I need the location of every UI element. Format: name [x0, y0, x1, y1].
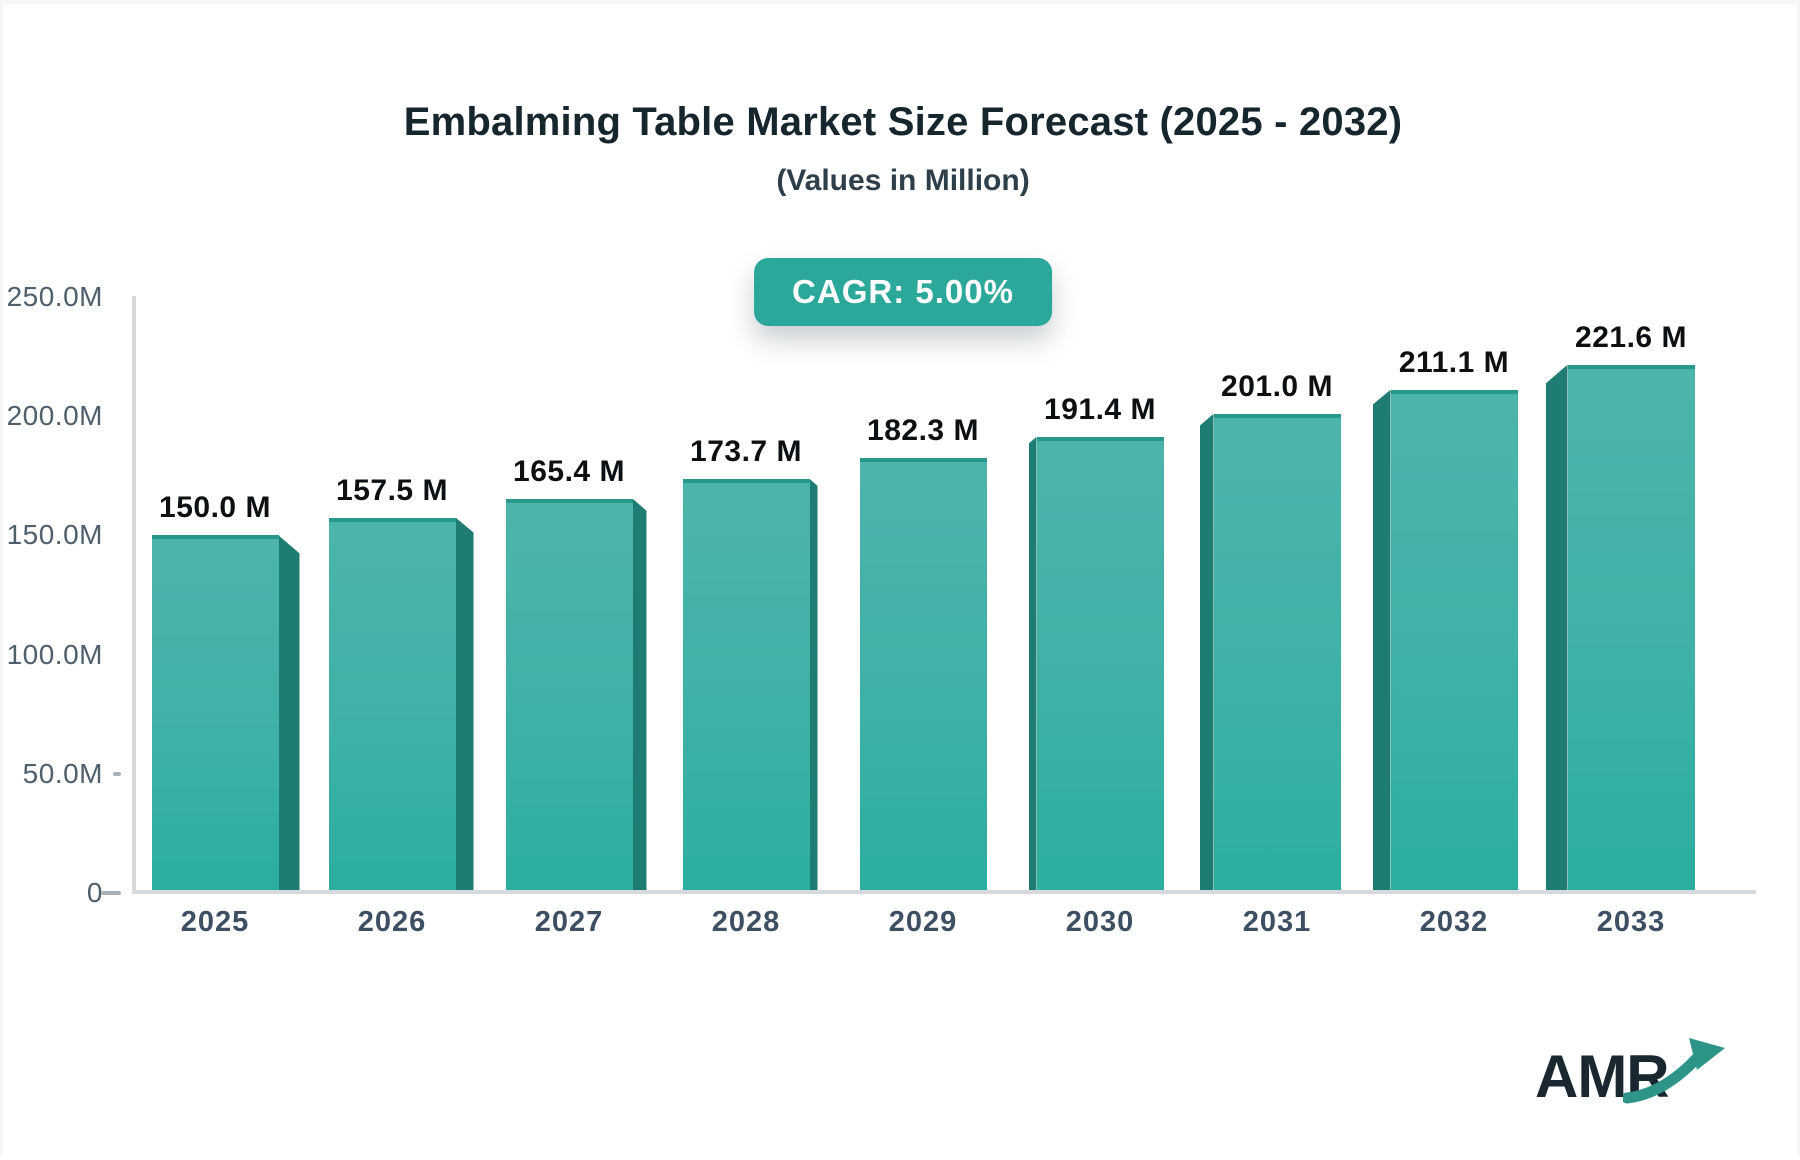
x-axis-tick-label: 2030	[1065, 906, 1135, 938]
bar-2027-side-face	[632, 498, 647, 893]
bar-value-label: 211.1 M	[1398, 345, 1510, 379]
bar-2027[interactable]	[505, 498, 633, 893]
x-axis-tick-label: 2026	[357, 906, 427, 938]
bar-2030[interactable]	[1036, 436, 1164, 893]
bar-value-label: 191.4 M	[1044, 392, 1156, 426]
y-axis-tick-mark	[113, 771, 121, 776]
x-axis-tick-label: 2032	[1419, 906, 1489, 938]
y-axis-tick-label: 50.0M	[22, 757, 103, 789]
bar-2033-side-face	[1545, 364, 1568, 893]
brand-logo: AMR	[1535, 1036, 1725, 1131]
x-axis-tick-label: 2027	[534, 906, 604, 938]
y-axis-tick-label: 0	[86, 877, 103, 908]
y-axis-tick-label: 250.0M	[6, 281, 103, 312]
x-axis-tick-label: 2031	[1242, 906, 1312, 938]
bar-2030-side-face	[1028, 436, 1037, 893]
y-axis-line	[132, 296, 136, 893]
bar-2028-side-face	[809, 478, 818, 893]
bar-2025[interactable]	[151, 535, 279, 893]
bar-value-label: 201.0 M	[1221, 369, 1333, 403]
bar-value-label: 150.0 M	[159, 491, 271, 525]
bar-2026-side-face	[455, 517, 474, 893]
x-axis-tick-label: 2029	[888, 906, 958, 938]
bar-2028[interactable]	[682, 478, 810, 893]
y-axis-tick-label: 100.0M	[6, 638, 103, 670]
x-axis-tick-label: 2033	[1596, 906, 1666, 938]
bar-value-label: 221.6 M	[1575, 320, 1687, 354]
y-axis-tick-label: 150.0M	[6, 519, 103, 551]
bar-2032[interactable]	[1390, 389, 1518, 893]
bar-2031-side-face	[1199, 413, 1214, 893]
x-axis-tick-label: 2028	[711, 906, 781, 938]
bar-2032-side-face	[1372, 389, 1391, 893]
bar-2025-side-face	[278, 535, 300, 893]
x-axis-line	[132, 890, 1756, 894]
x-axis-tick-label: 2025	[180, 906, 250, 938]
chart-canvas: Embalming Table Market Size Forecast (20…	[3, 4, 1800, 1160]
growth-arrow-icon	[1623, 1038, 1725, 1104]
bar-2026[interactable]	[328, 517, 456, 893]
chart-subtitle: (Values in Million)	[776, 164, 1030, 197]
bar-value-label: 182.3 M	[867, 414, 979, 448]
bar-2033[interactable]	[1567, 364, 1695, 893]
bar-value-label: 165.4 M	[513, 454, 625, 488]
bar-2029[interactable]	[859, 458, 987, 893]
y-axis-tick-mark	[101, 891, 121, 895]
bar-value-label: 157.5 M	[336, 473, 448, 507]
bar-2031[interactable]	[1213, 413, 1341, 893]
y-axis-tick-label: 200.0M	[6, 400, 103, 432]
chart-title: Embalming Table Market Size Forecast (20…	[403, 100, 1403, 144]
bar-value-label: 173.7 M	[690, 434, 802, 468]
cagr-badge: CAGR: 5.00%	[754, 258, 1052, 326]
